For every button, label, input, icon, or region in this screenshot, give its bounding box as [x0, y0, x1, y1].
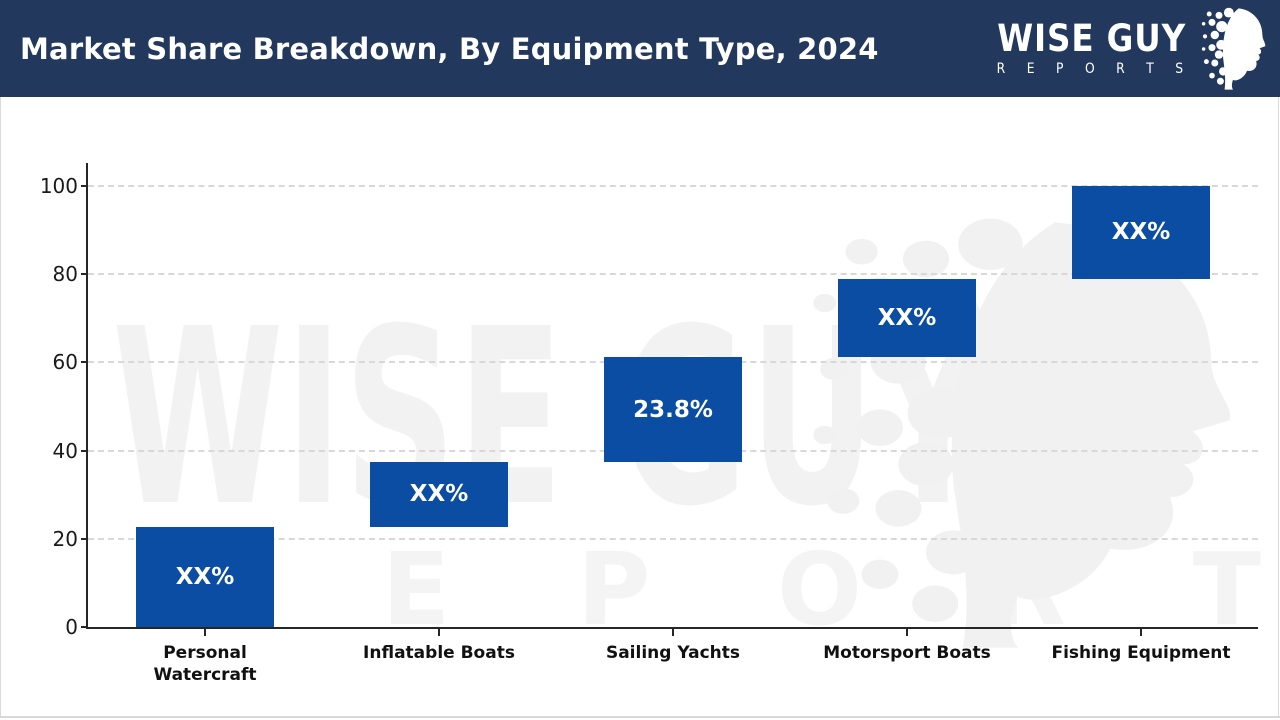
x-tick-label-2: Sailing Yachts: [605, 643, 741, 663]
bar-fishing-equipment: XX%: [1072, 186, 1210, 279]
x-tick-label-4: Fishing Equipment: [1051, 643, 1231, 663]
chart-title: Market Share Breakdown, By Equipment Typ…: [20, 31, 879, 66]
page-bottom-border: [0, 716, 1280, 718]
bar-value-label: 23.8%: [633, 396, 713, 423]
bar-value-label: XX%: [409, 481, 469, 508]
wiseguy-head-icon: [1201, 7, 1266, 90]
gridline-80: [88, 273, 1258, 276]
y-tick-label-40: 40: [52, 438, 78, 463]
brand-subtitle: R E P O R T S: [996, 61, 1192, 77]
y-tick-label-80: 80: [52, 262, 78, 287]
y-tick-20: [81, 537, 88, 540]
header-bar: Market Share Breakdown, By Equipment Typ…: [0, 0, 1280, 97]
y-tick-100: [81, 185, 88, 187]
x-tick-label-0: Personal Watercraft: [153, 643, 257, 685]
page-left-border: [0, 97, 1, 718]
bar-inflatable-boats: XX%: [370, 462, 508, 527]
y-tick-0: [81, 626, 88, 628]
x-tick-4: [1140, 629, 1142, 636]
brand-logo-text: WISE GUY R E P O R T S: [991, 20, 1192, 78]
y-tick-label-100: 100: [39, 174, 78, 198]
bar-value-label: XX%: [175, 563, 235, 590]
bar-motorsport-boats: XX%: [838, 278, 976, 358]
page-right-border: [1278, 97, 1279, 718]
bar-personal-watercraft: XX%: [136, 526, 274, 627]
y-tick-label-0: 0: [65, 615, 78, 639]
y-axis-spine: [86, 163, 88, 629]
x-tick-label-1: Inflatable Boats: [363, 643, 515, 663]
x-tick-1: [438, 629, 440, 636]
gridline-20: [88, 537, 1258, 540]
y-tick-60: [81, 361, 88, 364]
watermark-head-icon: [813, 218, 1231, 648]
brand-name: WISE GUY: [997, 17, 1187, 60]
y-tick-label-20: 20: [52, 526, 78, 551]
x-axis-spine: [86, 627, 1258, 629]
y-tick-80: [81, 273, 88, 276]
bar-value-label: XX%: [877, 304, 937, 331]
x-tick-0: [204, 629, 206, 636]
chart-area: WISE GUY R E P O R T S 020406080100XX%Pe…: [0, 97, 1280, 720]
brand-logo: WISE GUY R E P O R T S: [964, 6, 1270, 92]
x-tick-2: [672, 629, 674, 636]
bar-value-label: XX%: [1111, 219, 1171, 246]
x-tick-3: [906, 629, 908, 636]
bar-sailing-yachts: 23.8%: [604, 357, 742, 463]
y-tick-40: [81, 449, 88, 452]
gridline-100: [88, 185, 1258, 187]
y-tick-label-60: 60: [52, 350, 78, 375]
x-tick-label-3: Motorsport Boats: [823, 643, 991, 663]
